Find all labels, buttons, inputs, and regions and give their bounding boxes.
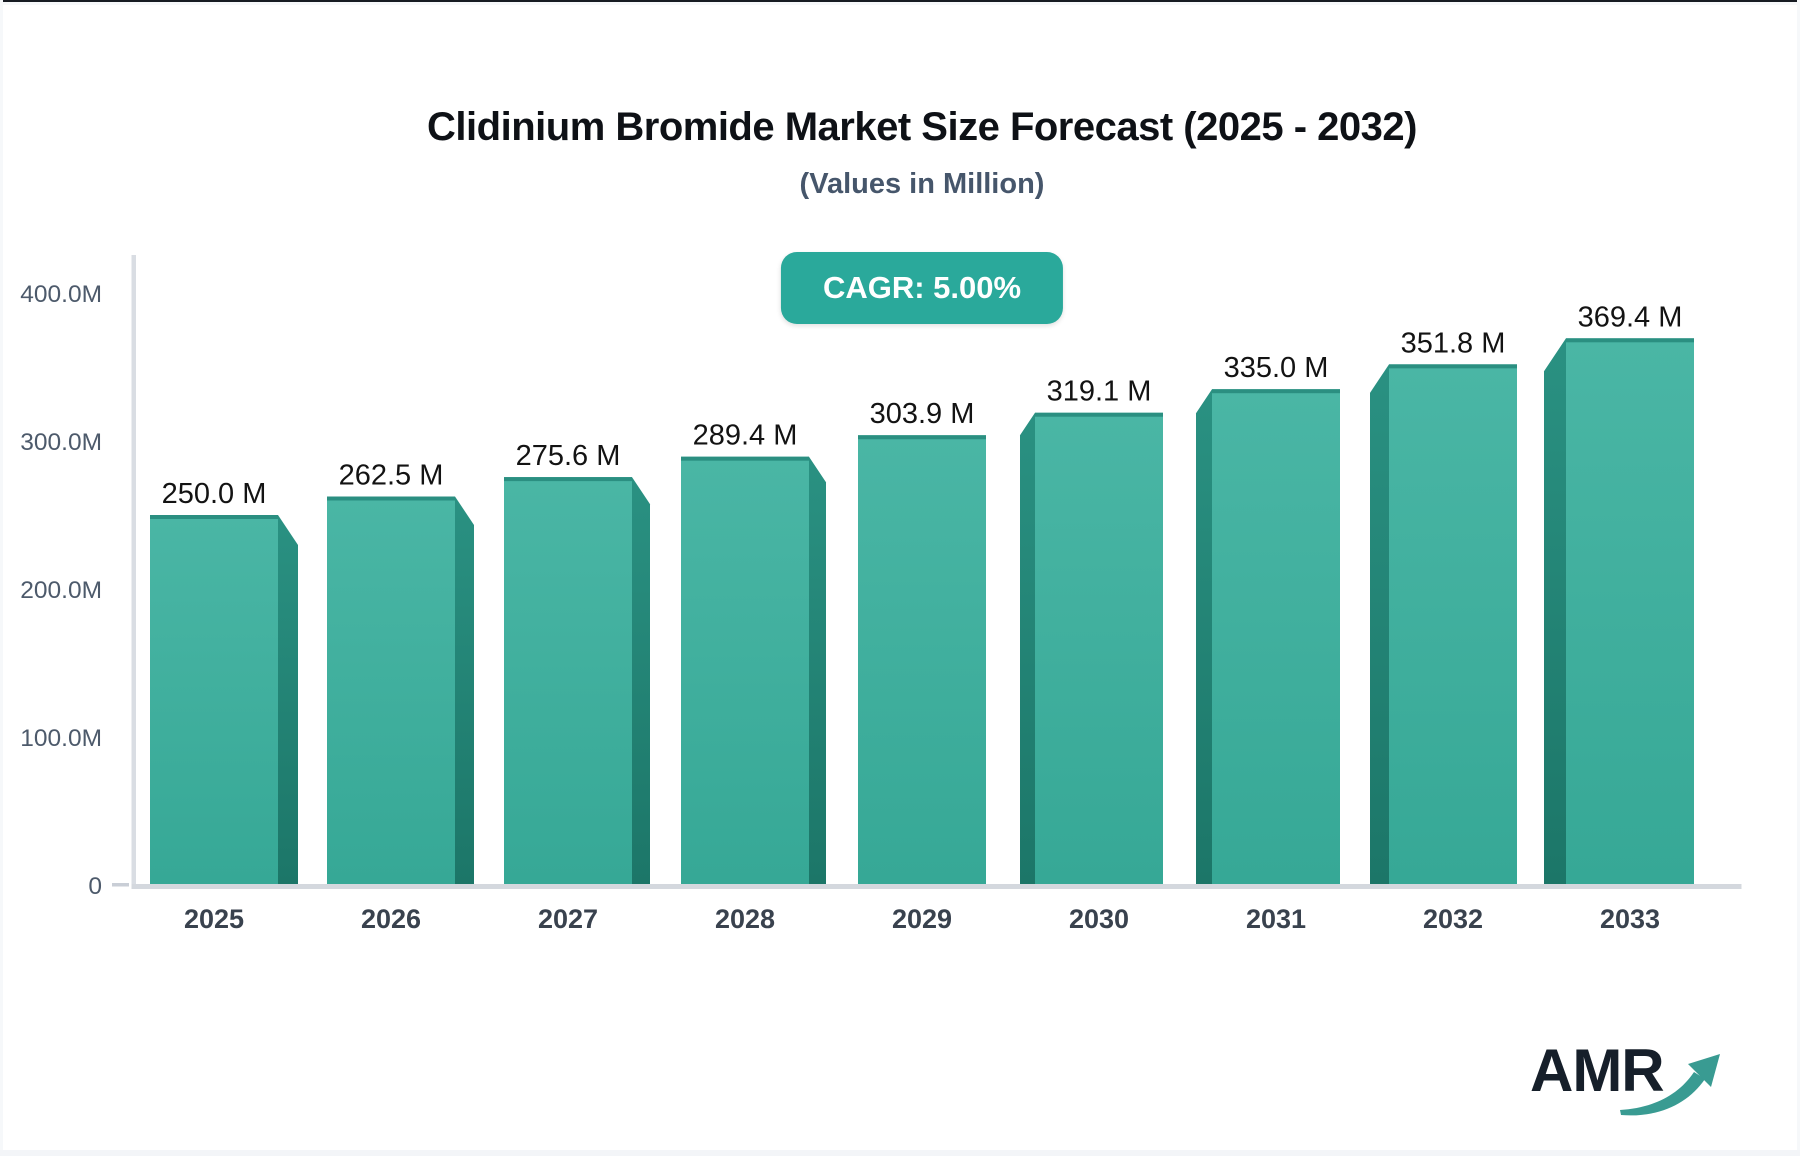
bar-value-label: 275.6 M: [516, 440, 621, 472]
bar-side-face: [809, 456, 826, 885]
y-axis-tick-label: 0: [88, 873, 102, 900]
y-axis-tick-label: 100.0M: [20, 725, 102, 752]
x-axis-label: 2026: [361, 904, 421, 934]
left-border-shade: [0, 0, 3, 1156]
bar-group-2030: 319.1 M: [1020, 376, 1163, 885]
bar-face: [681, 456, 809, 885]
bar-group-2029: 303.9 M: [858, 398, 986, 885]
bottom-border-shade: [0, 1150, 1800, 1156]
bar-face: [858, 435, 986, 885]
y-axis-tick-label: 300.0M: [20, 429, 102, 456]
x-axis-label: 2030: [1069, 904, 1129, 934]
bar-face: [327, 496, 455, 885]
y-axis-line: [131, 255, 136, 886]
cagr-badge: CAGR: 5.00%: [780, 252, 1064, 324]
top-border-line: [0, 0, 1800, 2]
bar-top-edge: [681, 456, 809, 461]
x-axis-line: [131, 884, 1742, 889]
x-axis-label: 2027: [538, 904, 598, 934]
x-axis-label: 2031: [1246, 904, 1306, 934]
bar-group-2033: 369.4 M: [1544, 301, 1694, 886]
bar-side-face: [278, 515, 298, 885]
chart-title: Clidinium Bromide Market Size Forecast (…: [427, 105, 1417, 149]
amr-logo: AMR: [1530, 1030, 1730, 1120]
bar-group-2031: 335.0 M: [1196, 352, 1340, 885]
x-axis-label: 2028: [715, 904, 775, 934]
bar-face: [150, 515, 278, 885]
x-axis-label: 2033: [1600, 904, 1660, 934]
bar-side-face: [1370, 364, 1389, 885]
bar-top-edge: [504, 477, 632, 482]
bar-group-2027: 275.6 M: [504, 440, 650, 885]
bar-face: [1212, 389, 1340, 885]
chart-subtitle: (Values in Million): [799, 168, 1045, 200]
bar-side-face: [1196, 389, 1212, 885]
y-axis-tick-label: 200.0M: [20, 577, 102, 604]
bar-side-face: [1020, 412, 1035, 885]
bar-face: [504, 477, 632, 885]
bar-face: [1389, 364, 1517, 885]
x-axis-label: 2025: [184, 904, 244, 934]
y-axis-zero-tick: [112, 883, 129, 887]
amr-logo-text: AMR: [1530, 1037, 1665, 1104]
bar-top-edge: [1035, 412, 1163, 417]
bar-face: [1035, 412, 1163, 885]
bar-value-label: 369.4 M: [1578, 301, 1683, 333]
bar-top-edge: [1212, 389, 1340, 394]
bar-top-edge: [858, 435, 986, 440]
bar-value-label: 319.1 M: [1047, 376, 1152, 408]
bar-side-face: [632, 477, 650, 885]
bar-value-label: 250.0 M: [162, 478, 267, 510]
bar-group-2026: 262.5 M: [327, 460, 474, 885]
bar-side-face: [1544, 338, 1566, 886]
bar-top-edge: [1566, 338, 1694, 343]
bar-value-label: 351.8 M: [1401, 327, 1506, 359]
x-axis-label: 2032: [1423, 904, 1483, 934]
bar-top-edge: [327, 496, 455, 501]
bar-top-edge: [1389, 364, 1517, 369]
x-axis-label: 2029: [892, 904, 952, 934]
bar-group-2032: 351.8 M: [1370, 327, 1517, 885]
growth-arrow-icon: [1620, 1054, 1720, 1116]
bar-side-face: [455, 496, 474, 885]
bar-top-edge: [150, 515, 278, 519]
bar-face: [1566, 338, 1694, 886]
right-border-shade: [1797, 0, 1800, 1156]
top-border-shade: [0, 2, 1800, 5]
bar-value-label: 289.4 M: [693, 420, 798, 452]
bar-group-2025: 250.0 M: [150, 478, 298, 885]
bar-value-label: 303.9 M: [870, 398, 975, 430]
bar-group-2028: 289.4 M: [681, 420, 826, 885]
bar-value-label: 335.0 M: [1224, 352, 1329, 384]
bar-value-label: 262.5 M: [339, 460, 444, 492]
y-axis-tick-label: 400.0M: [20, 281, 102, 308]
